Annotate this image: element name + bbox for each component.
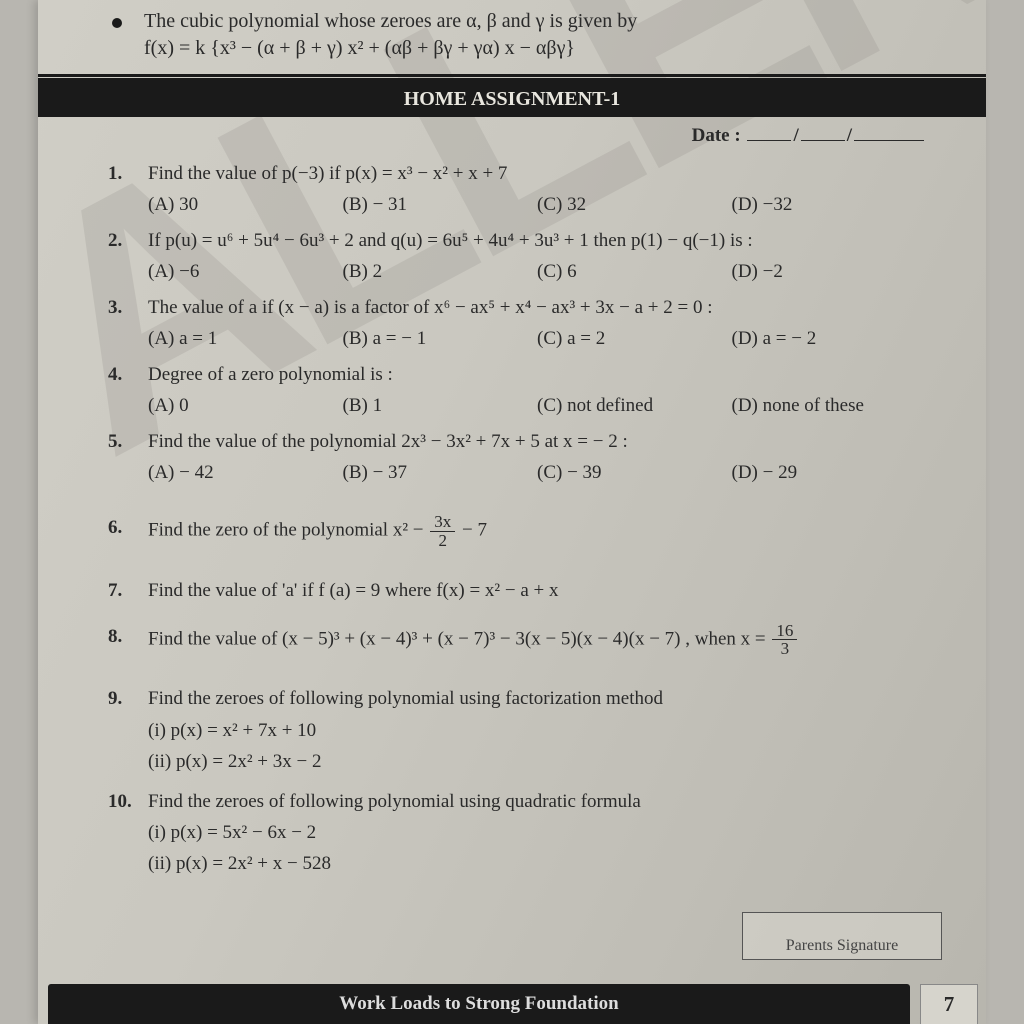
date-blank-3[interactable] bbox=[854, 140, 924, 141]
qbody: Find the value of (x − 5)³ + (x − 4)³ + … bbox=[148, 622, 926, 659]
qnum: 6. bbox=[108, 513, 148, 550]
date-blank-1[interactable] bbox=[747, 140, 791, 141]
frac-num: 3x bbox=[430, 513, 455, 532]
option[interactable]: (B) − 37 bbox=[343, 458, 538, 487]
q9-text: Find the zeroes of following polynomial … bbox=[148, 684, 926, 713]
q6-post: − 7 bbox=[457, 520, 487, 541]
intro-bullet: The cubic polynomial whose zeroes are α,… bbox=[108, 10, 926, 33]
q6-pre: Find the zero of the polynomial x² − bbox=[148, 520, 428, 541]
option[interactable]: (B) 1 bbox=[343, 391, 538, 420]
option[interactable]: (A) a = 1 bbox=[148, 324, 343, 353]
question-5: 5.Find the value of the polynomial 2x³ −… bbox=[108, 427, 926, 488]
option[interactable]: (C) 32 bbox=[537, 190, 732, 219]
qbody: Find the zero of the polynomial x² − 3x2… bbox=[148, 513, 926, 550]
qnum: 9. bbox=[108, 684, 148, 776]
fraction: 3x2 bbox=[430, 513, 455, 550]
options: (A) 30(B) − 31(C) 32(D) −32 bbox=[148, 190, 926, 219]
worksheet-page: ALLEN The cubic polynomial whose zeroes … bbox=[38, 0, 986, 1024]
option[interactable]: (A) 0 bbox=[148, 391, 343, 420]
content-area: The cubic polynomial whose zeroes are α,… bbox=[108, 10, 926, 879]
question-9: 9. Find the zeroes of following polynomi… bbox=[108, 684, 926, 776]
q10-text: Find the zeroes of following polynomial … bbox=[148, 787, 926, 816]
question-3: 3.The value of a if (x − a) is a factor … bbox=[108, 293, 926, 354]
qbody: Find the value of the polynomial 2x³ − 3… bbox=[148, 427, 926, 488]
signature-box[interactable]: Parents Signature bbox=[742, 912, 942, 960]
question-4: 4.Degree of a zero polynomial is :(A) 0(… bbox=[108, 360, 926, 421]
option[interactable]: (B) 2 bbox=[343, 257, 538, 286]
qbody: Find the value of 'a' if f (a) = 9 where… bbox=[148, 576, 926, 605]
option[interactable]: (B) − 31 bbox=[343, 190, 538, 219]
options: (A) − 42(B) − 37(C) − 39(D) − 29 bbox=[148, 458, 926, 487]
option[interactable]: (A) 30 bbox=[148, 190, 343, 219]
page-number: 7 bbox=[920, 984, 978, 1024]
qtext: Find the value of the polynomial 2x³ − 3… bbox=[148, 427, 926, 456]
qbody: The value of a if (x − a) is a factor of… bbox=[148, 293, 926, 354]
qnum: 2. bbox=[108, 226, 148, 287]
qnum: 4. bbox=[108, 360, 148, 421]
frac-den: 3 bbox=[772, 640, 797, 658]
bullet-icon bbox=[112, 18, 122, 28]
options: (A) 0(B) 1(C) not defined(D) none of the… bbox=[148, 391, 926, 420]
qbody: Find the zeroes of following polynomial … bbox=[148, 787, 926, 879]
option[interactable]: (C) a = 2 bbox=[537, 324, 732, 353]
option[interactable]: (A) −6 bbox=[148, 257, 343, 286]
qbody: Degree of a zero polynomial is :(A) 0(B)… bbox=[148, 360, 926, 421]
frac-num: 16 bbox=[772, 622, 797, 641]
option[interactable]: (C) 6 bbox=[537, 257, 732, 286]
qnum: 10. bbox=[108, 787, 148, 879]
option[interactable]: (D) −2 bbox=[732, 257, 927, 286]
qnum: 8. bbox=[108, 622, 148, 659]
fraction: 163 bbox=[772, 622, 797, 659]
date-line: Date : // bbox=[108, 125, 926, 147]
qtext: Find the value of p(−3) if p(x) = x³ − x… bbox=[148, 159, 926, 188]
q10-sub-i: (i) p(x) = 5x² − 6x − 2 bbox=[148, 818, 926, 847]
footer-bar: Work Loads to Strong Foundation bbox=[48, 984, 910, 1024]
question-8: 8. Find the value of (x − 5)³ + (x − 4)³… bbox=[108, 622, 926, 659]
question-2: 2.If p(u) = u⁶ + 5u⁴ − 6u³ + 2 and q(u) … bbox=[108, 226, 926, 287]
frac-den: 2 bbox=[430, 532, 455, 550]
date-blank-2[interactable] bbox=[801, 140, 845, 141]
q9-sub-ii: (ii) p(x) = 2x² + 3x − 2 bbox=[148, 747, 926, 776]
intro-formula: f(x) = k {x³ − (α + β + γ) x² + (αβ + βγ… bbox=[144, 37, 926, 60]
question-6: 6. Find the zero of the polynomial x² − … bbox=[108, 513, 926, 550]
options: (A) a = 1(B) a = − 1(C) a = 2(D) a = − 2 bbox=[148, 324, 926, 353]
qtext: Degree of a zero polynomial is : bbox=[148, 360, 926, 389]
q9-sub-i: (i) p(x) = x² + 7x + 10 bbox=[148, 716, 926, 745]
page-footer: Work Loads to Strong Foundation 7 bbox=[38, 984, 986, 1024]
qnum: 3. bbox=[108, 293, 148, 354]
qtext: The value of a if (x − a) is a factor of… bbox=[148, 293, 926, 322]
qnum: 7. bbox=[108, 576, 148, 605]
option[interactable]: (D) −32 bbox=[732, 190, 927, 219]
q8-pre: Find the value of (x − 5)³ + (x − 4)³ + … bbox=[148, 628, 770, 649]
option[interactable]: (D) − 29 bbox=[732, 458, 927, 487]
question-7: 7. Find the value of 'a' if f (a) = 9 wh… bbox=[108, 576, 926, 605]
q10-sub-ii: (ii) p(x) = 2x² + x − 528 bbox=[148, 849, 926, 878]
option[interactable]: (C) − 39 bbox=[537, 458, 732, 487]
assignment-banner: HOME ASSIGNMENT-1 bbox=[38, 78, 986, 117]
options: (A) −6(B) 2(C) 6(D) −2 bbox=[148, 257, 926, 286]
qbody: Find the zeroes of following polynomial … bbox=[148, 684, 926, 776]
option[interactable]: (D) a = − 2 bbox=[732, 324, 927, 353]
option[interactable]: (B) a = − 1 bbox=[343, 324, 538, 353]
option[interactable]: (C) not defined bbox=[537, 391, 732, 420]
qnum: 1. bbox=[108, 159, 148, 220]
qtext: If p(u) = u⁶ + 5u⁴ − 6u³ + 2 and q(u) = … bbox=[148, 226, 926, 255]
date-label: Date : bbox=[692, 125, 741, 146]
question-1: 1.Find the value of p(−3) if p(x) = x³ −… bbox=[108, 159, 926, 220]
qbody: If p(u) = u⁶ + 5u⁴ − 6u³ + 2 and q(u) = … bbox=[148, 226, 926, 287]
signature-label: Parents Signature bbox=[786, 937, 898, 955]
option[interactable]: (A) − 42 bbox=[148, 458, 343, 487]
question-10: 10. Find the zeroes of following polynom… bbox=[108, 787, 926, 879]
option[interactable]: (D) none of these bbox=[732, 391, 927, 420]
intro-text: The cubic polynomial whose zeroes are α,… bbox=[144, 10, 637, 33]
qbody: Find the value of p(−3) if p(x) = x³ − x… bbox=[148, 159, 926, 220]
qnum: 5. bbox=[108, 427, 148, 488]
